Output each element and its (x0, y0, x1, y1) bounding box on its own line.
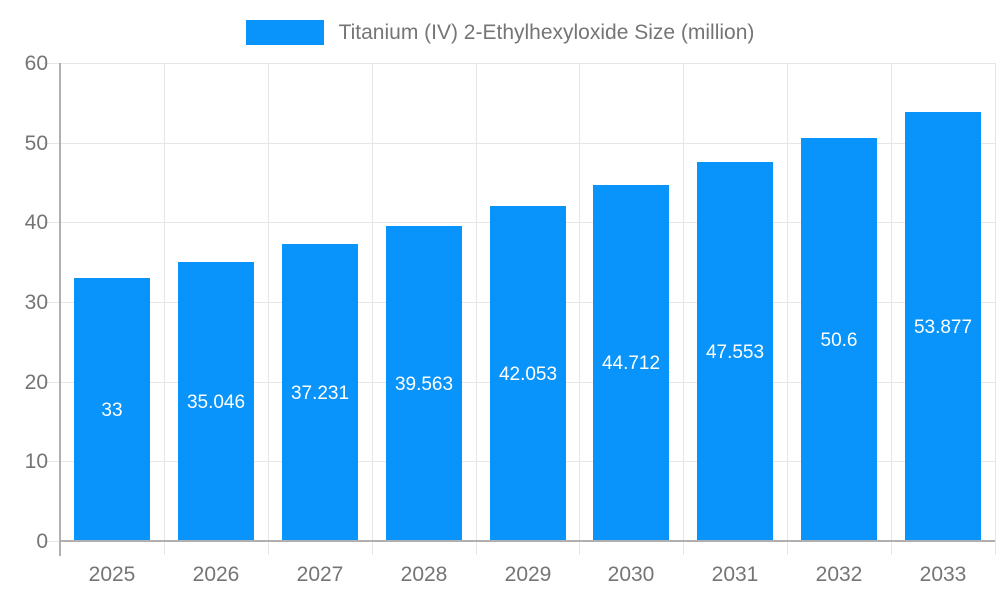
legend-swatch (245, 19, 324, 45)
y-tick-label: 0 (36, 530, 48, 553)
x-tick-label: 2026 (192, 563, 240, 586)
gridline-v (787, 63, 788, 555)
legend-label: Titanium (IV) 2-Ethylhexyloxide Size (mi… (338, 20, 755, 44)
y-tick-label: 60 (24, 52, 48, 75)
bar-value-label: 53.877 (913, 317, 973, 338)
gridline-v (476, 63, 477, 555)
gridline-v (995, 63, 996, 555)
gridline-h (44, 63, 995, 64)
y-tick-label: 30 (24, 291, 48, 314)
bar-value-label: 50.6 (820, 330, 858, 351)
bar-value-label: 35.046 (186, 392, 246, 413)
bar[interactable] (282, 244, 358, 540)
bar-value-label: 42.053 (498, 364, 558, 385)
bar-value-label: 39.563 (394, 374, 454, 395)
gridline-v (683, 63, 684, 555)
y-tick-label: 10 (24, 450, 48, 473)
bar[interactable] (490, 206, 566, 540)
gridline-v (579, 63, 580, 555)
gridline-v (891, 63, 892, 555)
x-tick-label: 2029 (504, 563, 552, 586)
x-tick-label: 2030 (607, 563, 655, 586)
x-tick-label: 2033 (919, 563, 967, 586)
y-axis-line (59, 63, 61, 556)
gridline-v (164, 63, 165, 555)
gridline-h (44, 143, 995, 144)
y-tick-label: 50 (24, 132, 48, 155)
bar-value-label: 44.712 (601, 353, 661, 374)
x-tick-label: 2031 (711, 563, 759, 586)
bar[interactable] (386, 226, 462, 540)
legend-item[interactable]: Titanium (IV) 2-Ethylhexyloxide Size (mi… (0, 17, 1000, 47)
bar-value-label: 47.553 (705, 342, 765, 363)
gridline-v (268, 63, 269, 555)
bar-value-label: 37.231 (290, 383, 350, 404)
bar[interactable] (801, 138, 877, 540)
bar[interactable] (74, 278, 150, 540)
x-tick-label: 2028 (400, 563, 448, 586)
bar[interactable] (178, 262, 254, 540)
y-tick-label: 20 (24, 371, 48, 394)
gridline-v (372, 63, 373, 555)
x-tick-label: 2027 (296, 563, 344, 586)
x-tick-label: 2025 (88, 563, 136, 586)
bar-value-label: 33 (101, 400, 123, 421)
x-tick-label: 2032 (815, 563, 863, 586)
x-axis-line (59, 540, 995, 542)
bar[interactable] (697, 162, 773, 540)
y-tick-label: 40 (24, 211, 48, 234)
bar[interactable] (593, 185, 669, 540)
bar[interactable] (905, 112, 981, 540)
